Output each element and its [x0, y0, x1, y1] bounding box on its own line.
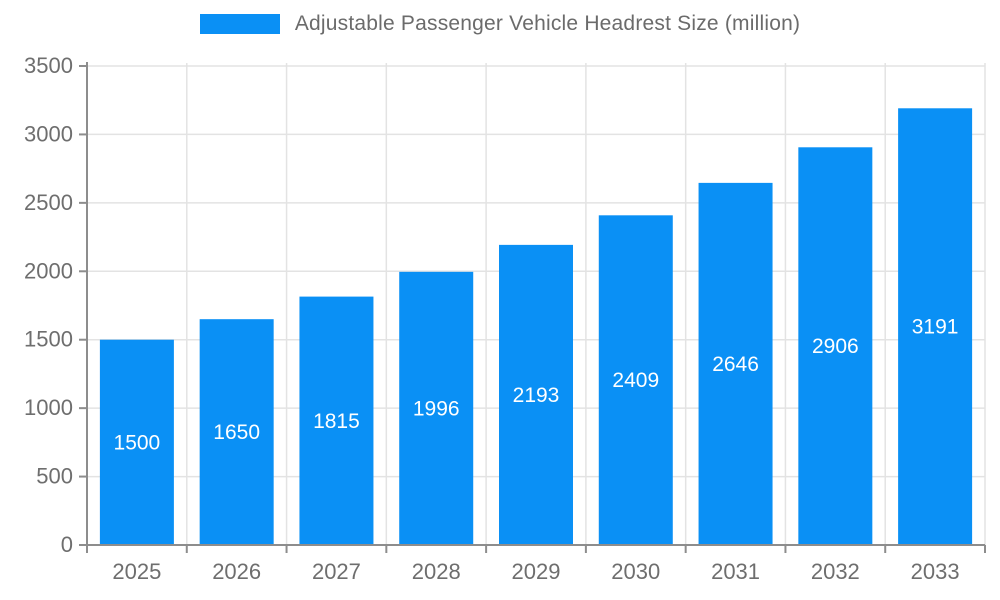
x-tick-label: 2029: [512, 559, 561, 584]
bar-value-label: 1996: [413, 397, 460, 420]
bar-value-label: 3191: [912, 316, 959, 339]
legend[interactable]: Adjustable Passenger Vehicle Headrest Si…: [0, 12, 1000, 36]
bar-value-label: 2409: [612, 369, 659, 392]
x-tick-label: 2032: [811, 559, 860, 584]
bar-2029[interactable]: [499, 244, 573, 545]
x-tick-label: 2025: [112, 559, 161, 584]
x-tick-label: 2033: [911, 559, 960, 584]
bar-2027[interactable]: [299, 296, 374, 545]
bar-value-label: 1650: [213, 421, 260, 444]
y-tick-label: 2500: [24, 190, 73, 215]
bar-value-label: 2906: [812, 335, 859, 358]
legend-label: Adjustable Passenger Vehicle Headrest Si…: [294, 12, 801, 35]
x-tick-label: 2026: [212, 559, 261, 584]
y-tick-label: 1000: [24, 395, 73, 420]
bar-2028[interactable]: [399, 271, 474, 545]
bar-2031[interactable]: [698, 182, 773, 545]
y-tick-label: 3000: [24, 121, 73, 146]
x-tick-label: 2030: [611, 559, 660, 584]
y-tick-label: 2000: [24, 258, 73, 283]
bar-2032[interactable]: [798, 147, 873, 545]
bar-value-label: 1815: [313, 410, 360, 433]
y-tick-label: 0: [61, 532, 73, 557]
y-tick-label: 1500: [24, 327, 73, 352]
y-tick-label: 3500: [24, 53, 73, 78]
bar-2025[interactable]: [99, 339, 174, 545]
x-tick-label: 2028: [412, 559, 461, 584]
bar-2033[interactable]: [898, 108, 973, 546]
bar-2026[interactable]: [199, 319, 274, 545]
x-tick-label: 2027: [312, 559, 361, 584]
bar-value-label: 2646: [712, 353, 759, 376]
bar-value-label: 2193: [513, 384, 560, 407]
bar-value-label: 1500: [114, 431, 161, 454]
legend-swatch-icon: [199, 14, 280, 34]
y-tick-label: 500: [36, 464, 73, 489]
bar-2030[interactable]: [598, 215, 673, 545]
x-tick-label: 2031: [711, 559, 760, 584]
